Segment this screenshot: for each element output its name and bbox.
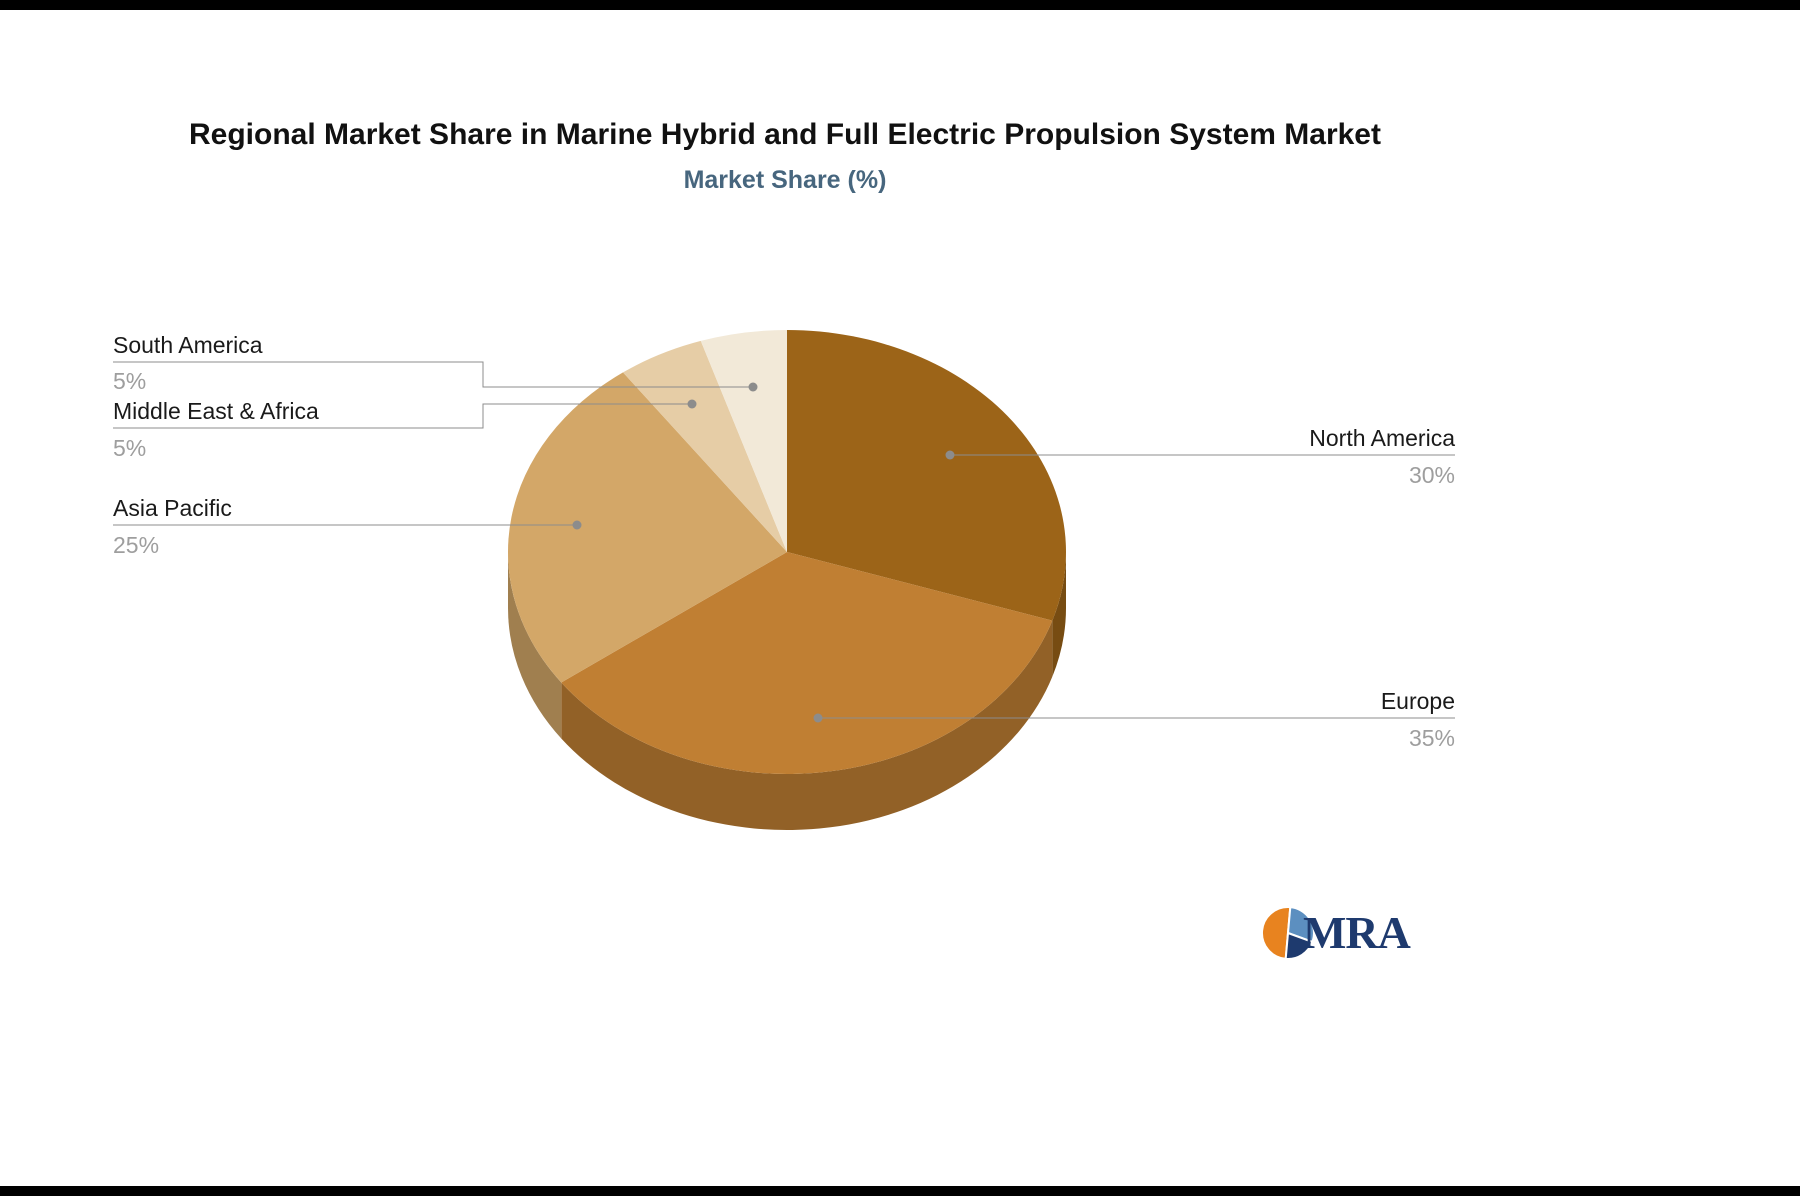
leader-line [113,361,753,388]
leader-dot [813,713,823,723]
logo-sector-navy [1284,931,1314,960]
top-frame-bar [0,0,1800,10]
slice-label: Europe [1381,688,1455,714]
slice-value: 35% [1409,725,1455,751]
chart-header: Regional Market Share in Marine Hybrid a… [0,118,1570,195]
slice-label: Asia Pacific [113,495,232,521]
slice-label: North America [1309,425,1455,451]
logo-sector-blue [1286,906,1315,944]
leader-dot [687,399,697,409]
leader-dot [572,520,582,530]
pie-slice-side [561,620,1053,831]
leader-line [113,403,692,429]
leader-dot [748,382,758,392]
pie-slice-side [507,552,562,739]
slice-value: 5% [113,368,146,394]
pie-slice-asia-pacific[interactable] [507,372,787,683]
pie-slice-south-america[interactable] [700,330,787,552]
pie-slice-side [1052,552,1066,677]
logo-mark-icon [1261,906,1315,960]
logo-text: MRA [1303,907,1411,958]
bottom-frame-bar [0,1186,1800,1196]
slice-value: 5% [113,435,146,461]
chart-subtitle: Market Share (%) [683,166,887,194]
slice-label: South America [113,332,263,358]
mra-logo: MRA [1261,906,1412,960]
pie-slice-middle-east-africa[interactable] [623,340,787,552]
chart-title: Regional Market Share in Marine Hybrid a… [189,118,1381,151]
pie-slice-north-america[interactable] [787,330,1066,621]
leader-dot [945,450,955,460]
pie-slice-europe[interactable] [561,552,1053,775]
slice-label: Middle East & Africa [113,398,319,424]
slice-value: 25% [113,532,159,558]
logo-sector-orange [1261,906,1292,960]
slice-value: 30% [1409,462,1455,488]
